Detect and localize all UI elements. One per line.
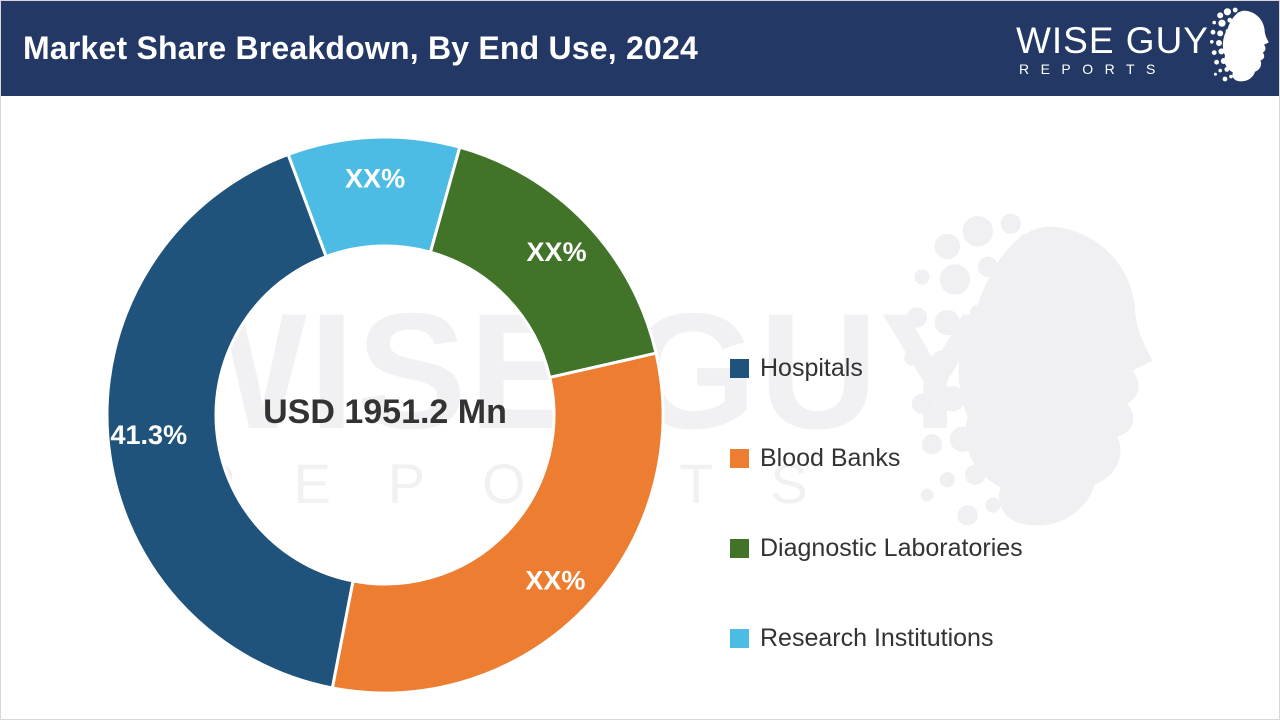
header-bar: Market Share Breakdown, By End Use, 2024… bbox=[1, 1, 1279, 96]
chart-legend: Hospitals Blood Banks Diagnostic Laborator… bbox=[730, 354, 1023, 714]
legend-swatch-research-institutions bbox=[730, 628, 749, 648]
slice-value-label-blood-banks: XX% bbox=[525, 565, 585, 595]
wiseguy-logo: WISE GUY REPORTS bbox=[1016, 6, 1273, 92]
legend-label-diagnostic-laboratories: Diagnostic Laboratories bbox=[760, 533, 1023, 562]
legend-item-blood-banks: Blood Banks bbox=[730, 444, 1023, 472]
legend-item-diagnostic-laboratories: Diagnostic Laboratories bbox=[730, 534, 1023, 562]
donut-slice-blood-banks bbox=[330, 351, 665, 695]
logo-title: WISE GUY bbox=[1015, 19, 1209, 61]
chart-area: WISE GUY REPORTS XX% XX% XX% 41.3% USD 1951… bbox=[1, 96, 1279, 719]
legend-swatch-hospitals bbox=[730, 358, 749, 378]
slice-value-label-hospitals: 41.3% bbox=[111, 420, 188, 450]
logo-subtitle: REPORTS bbox=[1018, 60, 1167, 77]
watermark-subtext: REPORTS bbox=[196, 452, 865, 515]
legend-swatch-diagnostic-laboratories bbox=[730, 538, 749, 558]
page-title: Market Share Breakdown, By End Use, 2024 bbox=[23, 30, 698, 66]
wiseguy-face-icon bbox=[1210, 7, 1269, 81]
donut-slice-diagnostic-laboratories bbox=[428, 145, 658, 379]
donut-slice-hospitals bbox=[105, 152, 355, 690]
donut-center-value: USD 1951.2 Mn bbox=[263, 393, 507, 431]
legend-swatch-blood-banks bbox=[730, 448, 749, 468]
slice-value-label-diagnostic-laboratories: XX% bbox=[527, 237, 587, 267]
donut-chart: XX% XX% XX% 41.3% USD 1951.2 Mn bbox=[105, 135, 665, 695]
legend-item-hospitals: Hospitals bbox=[730, 354, 1023, 382]
logo-wordmark: WISE GUY REPORTS bbox=[1016, 22, 1209, 76]
legend-label-research-institutions: Research Institutions bbox=[760, 623, 994, 652]
legend-label-blood-banks: Blood Banks bbox=[760, 443, 901, 472]
legend-label-hospitals: Hospitals bbox=[760, 353, 863, 382]
slice-value-label-research-institutions: XX% bbox=[345, 164, 405, 194]
legend-item-research-institutions: Research Institutions bbox=[730, 624, 1023, 652]
